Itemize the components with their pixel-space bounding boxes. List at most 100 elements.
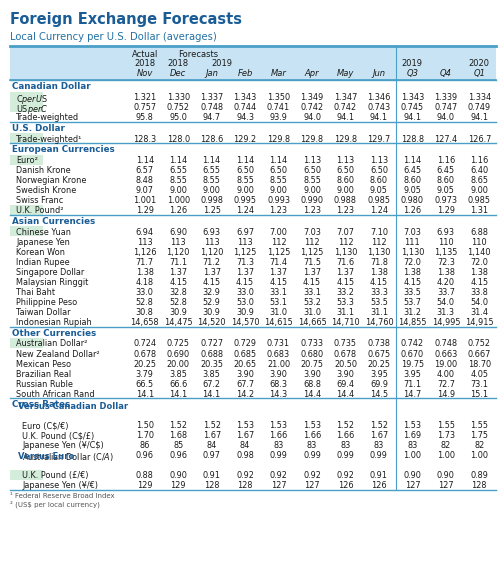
- Text: 0.725: 0.725: [166, 340, 189, 348]
- Text: 83: 83: [273, 441, 283, 450]
- Text: 52.8: 52.8: [169, 298, 187, 307]
- Text: 9.07: 9.07: [135, 186, 153, 196]
- Text: 128.0: 128.0: [166, 135, 189, 144]
- Text: 3.90: 3.90: [303, 370, 320, 379]
- Text: 31.2: 31.2: [403, 308, 420, 317]
- Text: Brazilian Real: Brazilian Real: [16, 370, 71, 379]
- Text: 94.0: 94.0: [303, 113, 320, 122]
- Text: Trade-weighted: Trade-weighted: [16, 113, 79, 122]
- Text: 0.738: 0.738: [367, 340, 390, 348]
- Text: 9.00: 9.00: [202, 186, 220, 196]
- Text: Taiwan Dollar: Taiwan Dollar: [16, 308, 70, 317]
- Text: 127: 127: [404, 481, 419, 490]
- Text: 127: 127: [270, 481, 286, 490]
- Text: 82: 82: [440, 441, 450, 450]
- Text: 33.0: 33.0: [235, 288, 254, 297]
- Text: 53.2: 53.2: [303, 298, 320, 307]
- Text: 0.92: 0.92: [303, 471, 320, 480]
- Text: 1.349: 1.349: [300, 93, 323, 102]
- Text: 0.990: 0.990: [300, 197, 323, 205]
- Text: 113: 113: [237, 238, 253, 247]
- Text: 1.339: 1.339: [433, 93, 456, 102]
- Text: 0.993: 0.993: [267, 197, 290, 205]
- Text: 4.05: 4.05: [469, 370, 487, 379]
- Text: 4.15: 4.15: [302, 278, 321, 287]
- Text: 1.52: 1.52: [202, 421, 220, 430]
- Text: 128.3: 128.3: [133, 135, 156, 144]
- Text: 4.15: 4.15: [169, 278, 187, 287]
- Text: 9.00: 9.00: [336, 186, 354, 196]
- Text: 1.67: 1.67: [202, 431, 220, 440]
- Text: 14.7: 14.7: [402, 390, 420, 399]
- Text: 2018: 2018: [134, 59, 155, 69]
- Text: 1,135: 1,135: [433, 248, 456, 257]
- Text: 0.99: 0.99: [303, 451, 320, 460]
- Text: 14,475: 14,475: [163, 318, 192, 327]
- Text: 0.742: 0.742: [333, 104, 356, 113]
- Text: 8.48: 8.48: [135, 177, 153, 185]
- Text: 129: 129: [170, 481, 185, 490]
- Text: 6.93: 6.93: [202, 228, 220, 237]
- Text: 1.52: 1.52: [369, 421, 387, 430]
- Text: 0.680: 0.680: [300, 349, 323, 359]
- Text: 20.50: 20.50: [333, 359, 356, 368]
- Text: 53.3: 53.3: [336, 298, 354, 307]
- Text: 0.678: 0.678: [333, 349, 356, 359]
- Text: 0.747: 0.747: [433, 104, 456, 113]
- Text: 113: 113: [203, 238, 219, 247]
- Text: 8.60: 8.60: [403, 177, 420, 185]
- Text: Australian Dollar²: Australian Dollar²: [16, 340, 87, 348]
- Text: 14.2: 14.2: [235, 390, 254, 399]
- Text: 1.69: 1.69: [402, 431, 420, 440]
- Text: 14.1: 14.1: [202, 390, 220, 399]
- Text: Asian Currencies: Asian Currencies: [12, 217, 95, 226]
- Text: 68.8: 68.8: [303, 379, 320, 388]
- Text: 33.5: 33.5: [403, 288, 420, 297]
- Text: 21.00: 21.00: [267, 359, 290, 368]
- Text: 94.0: 94.0: [436, 113, 454, 122]
- Text: 14.1: 14.1: [169, 390, 187, 399]
- Text: 0.98: 0.98: [235, 451, 254, 460]
- Text: 6.50: 6.50: [336, 166, 354, 176]
- Text: 1.29: 1.29: [135, 206, 153, 216]
- Text: 1.13: 1.13: [336, 157, 354, 165]
- Text: 14,570: 14,570: [230, 318, 259, 327]
- Text: 19.75: 19.75: [400, 359, 423, 368]
- Text: Korean Won: Korean Won: [16, 248, 65, 257]
- Text: Australian Dollar (C$/A$): Australian Dollar (C$/A$): [22, 451, 114, 463]
- Text: 1.38: 1.38: [403, 268, 420, 277]
- Text: European Currencies: European Currencies: [12, 145, 115, 154]
- Text: 7.00: 7.00: [269, 228, 287, 237]
- Text: 0.90: 0.90: [436, 471, 454, 480]
- Text: 1.70: 1.70: [135, 431, 153, 440]
- Text: 2019: 2019: [211, 59, 232, 69]
- Text: 0.742: 0.742: [300, 104, 323, 113]
- Text: 0.743: 0.743: [367, 104, 390, 113]
- Text: 14.4: 14.4: [302, 390, 321, 399]
- Text: 32.8: 32.8: [169, 288, 187, 297]
- Text: 128.8: 128.8: [400, 135, 423, 144]
- Text: 1,130: 1,130: [367, 248, 390, 257]
- Text: 0.663: 0.663: [433, 349, 456, 359]
- Text: 68.3: 68.3: [269, 379, 287, 388]
- Text: 1.24: 1.24: [369, 206, 387, 216]
- Text: 94.1: 94.1: [469, 113, 487, 122]
- Text: 1.68: 1.68: [169, 431, 187, 440]
- Text: 83: 83: [373, 441, 383, 450]
- Text: 128: 128: [470, 481, 486, 490]
- Text: 2019: 2019: [401, 59, 422, 69]
- Text: 0.748: 0.748: [433, 340, 456, 348]
- Text: 1.347: 1.347: [333, 93, 356, 102]
- Text: 6.55: 6.55: [169, 166, 187, 176]
- Text: 94.7: 94.7: [202, 113, 220, 122]
- Text: 9.05: 9.05: [436, 186, 454, 196]
- Text: 33.2: 33.2: [336, 288, 354, 297]
- Text: 67.2: 67.2: [202, 379, 220, 388]
- Text: Jun: Jun: [372, 69, 385, 78]
- Bar: [10, 155, 44, 165]
- Text: 0.96: 0.96: [135, 451, 153, 460]
- Text: 0.97: 0.97: [202, 451, 220, 460]
- Text: 83: 83: [406, 441, 417, 450]
- Text: 73.1: 73.1: [469, 379, 487, 388]
- Text: 1.26: 1.26: [169, 206, 187, 216]
